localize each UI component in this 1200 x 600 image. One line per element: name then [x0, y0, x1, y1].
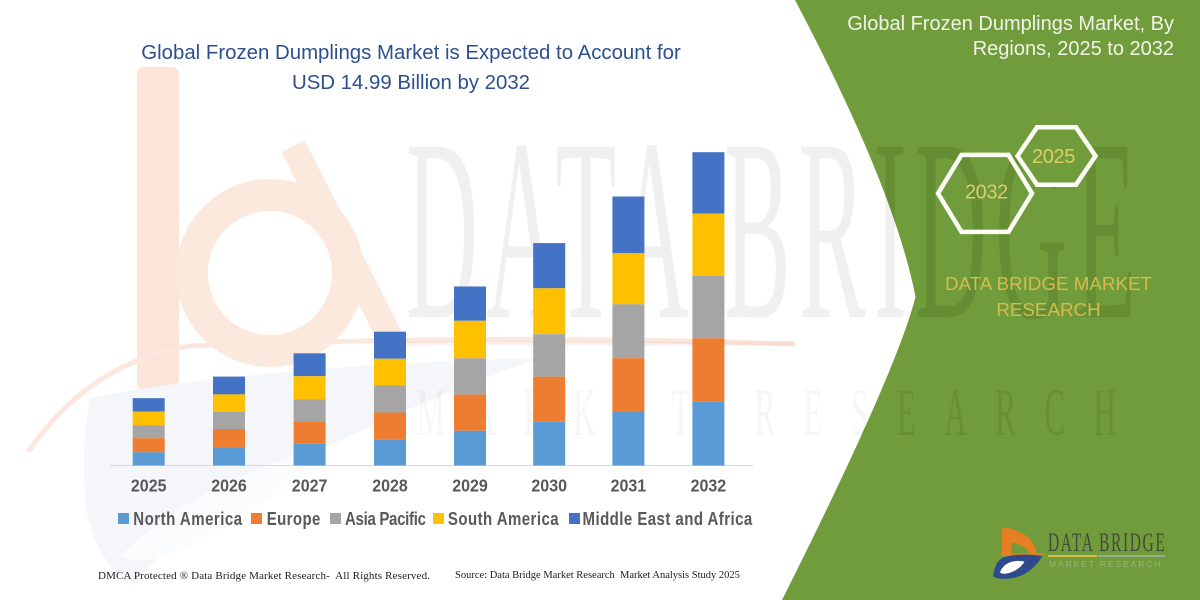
svg-text:2025: 2025	[1032, 146, 1075, 168]
svg-text:DATA BRIDGE: DATA BRIDGE	[406, 85, 1144, 374]
svg-text:2032: 2032	[965, 182, 1008, 204]
svg-text:MARKET RESEARCH: MARKET RESEARCH	[417, 376, 1144, 451]
